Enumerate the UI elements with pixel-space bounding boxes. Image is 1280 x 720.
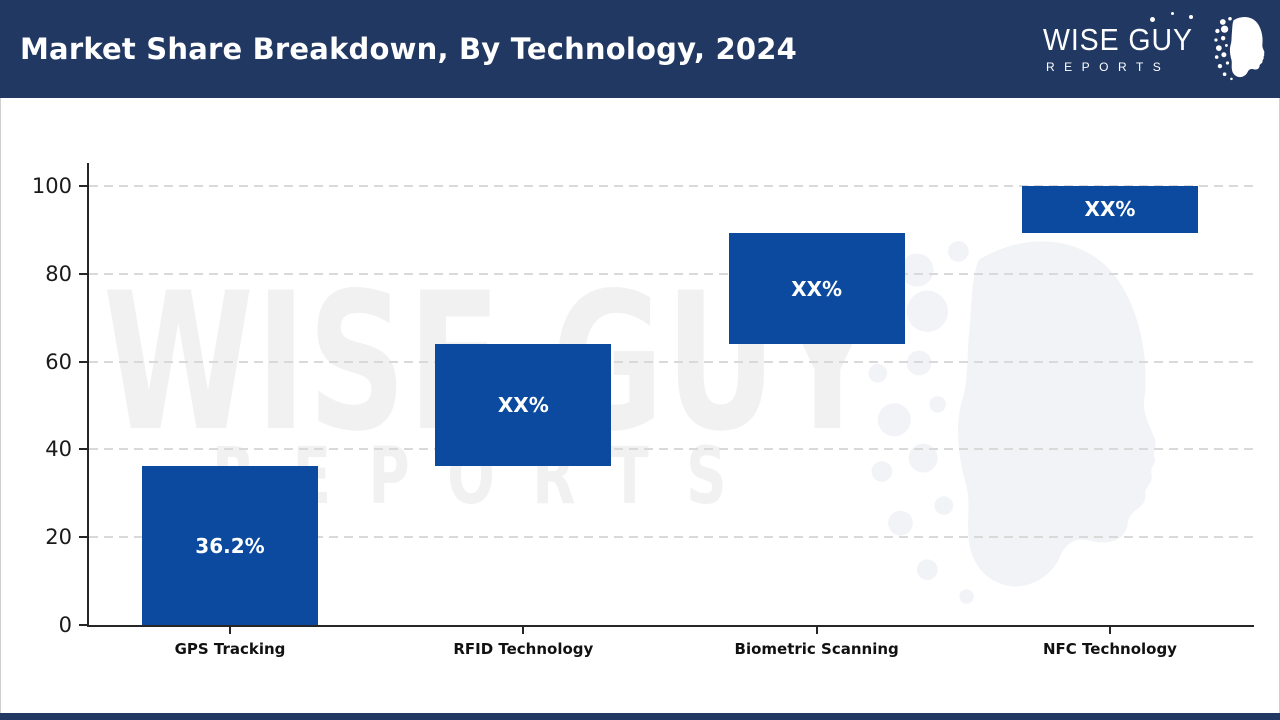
y-tick [79,360,88,363]
grid-line [89,360,1253,363]
y-axis-line [87,163,89,627]
x-axis-label: GPS Tracking [174,640,286,658]
bar-value-label: XX% [791,276,843,301]
grid-line [89,536,1253,539]
y-tick [79,624,88,626]
brand-logo-text: WISE GUY REPORTS [1042,12,1206,74]
bar-value-label: XX% [1084,197,1136,222]
head-silhouette-icon [1214,16,1265,81]
logo-dot-icon [1170,12,1174,15]
x-axis-line [87,625,1254,627]
x-tick [229,627,231,634]
bar: 36.2% [142,466,318,625]
x-axis-label: Biometric Scanning [734,640,899,658]
brand-logo: WISE GUY REPORTS [1043,6,1266,92]
y-tick [79,536,88,539]
grid-line [89,185,1253,187]
y-tick-label: 20 [45,525,72,550]
bar: XX% [435,344,612,467]
brand-subtitle: REPORTS [1045,60,1171,74]
x-axis-label: RFID Technology [453,640,594,658]
header-bar: Market Share Breakdown, By Technology, 2… [0,0,1280,98]
bar-value-label: XX% [497,393,549,418]
y-tick [79,448,88,451]
y-tick-label: 0 [58,613,72,637]
brand-name: WISE GUY [1042,22,1193,57]
grid-line [89,448,1253,451]
x-tick [815,627,818,634]
grid-line [89,272,1253,275]
bar-value-label: 36.2% [195,533,265,558]
x-tick [1108,627,1111,634]
page-title: Market Share Breakdown, By Technology, 2… [20,32,798,66]
y-tick [79,185,88,187]
y-tick-label: 100 [31,174,72,198]
bar: XX% [1021,186,1198,233]
logo-dot-icon [1188,15,1193,19]
y-tick-label: 60 [45,349,72,374]
y-tick-label: 40 [45,437,72,462]
logo-dot-icon [1149,17,1155,22]
y-tick [79,272,88,275]
y-tick-label: 80 [45,261,72,286]
x-tick [522,627,525,634]
x-axis-label: NFC Technology [1043,640,1177,658]
footer-bar [0,713,1280,720]
bar: XX% [728,232,905,345]
